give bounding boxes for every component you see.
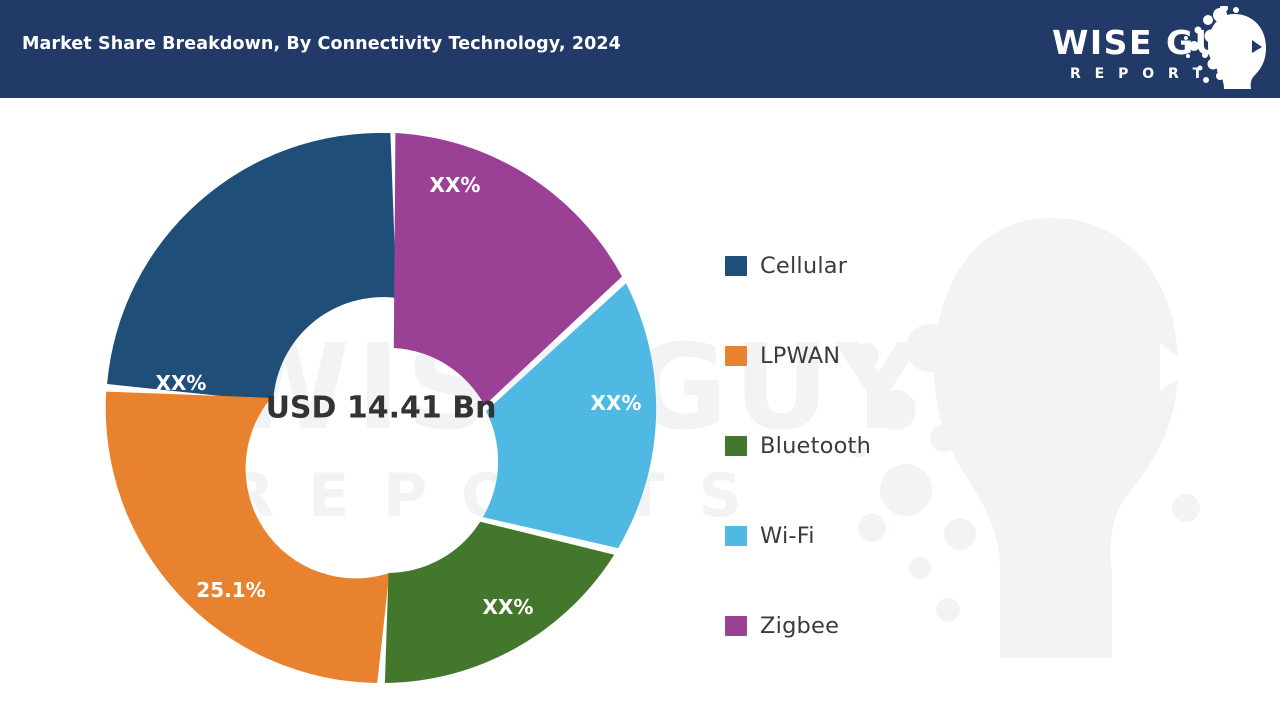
logo-wordmark-secondary: R E P O R T S bbox=[1070, 66, 1231, 82]
legend-item-wifi[interactable]: Wi-Fi bbox=[725, 523, 815, 549]
legend-item-cellular[interactable]: Cellular bbox=[725, 253, 847, 279]
donut-center-total: USD 14.41 Bn bbox=[265, 390, 497, 426]
legend-swatch-bluetooth bbox=[725, 436, 747, 456]
slice-label-cellular: XX% bbox=[155, 371, 207, 395]
slice-lpwan[interactable] bbox=[105, 391, 390, 683]
header-bar: Market Share Breakdown, By Connectivity … bbox=[0, 0, 1280, 98]
logo-dot-cluster bbox=[1184, 6, 1239, 87]
slice-label-zigbee: XX% bbox=[429, 173, 481, 197]
legend-label-cellular: Cellular bbox=[760, 253, 848, 279]
legend-swatch-zigbee bbox=[725, 616, 747, 636]
legend-swatch-lpwan bbox=[725, 346, 747, 366]
slice-wifi[interactable] bbox=[482, 283, 657, 549]
donut-slices bbox=[105, 132, 657, 683]
wiseguy-reports-logo: WISE GUY R E P O R T S bbox=[1052, 6, 1266, 89]
logo-head-silhouette bbox=[1208, 14, 1266, 89]
legend-swatch-wifi bbox=[725, 526, 747, 546]
slice-zigbee[interactable] bbox=[393, 133, 622, 406]
slice-cellular[interactable] bbox=[107, 132, 397, 402]
legend-label-zigbee: Zigbee bbox=[760, 613, 840, 639]
legend-item-lpwan[interactable]: LPWAN bbox=[725, 343, 840, 369]
legend-label-bluetooth: Bluetooth bbox=[760, 433, 872, 459]
slice-label-wifi: XX% bbox=[590, 391, 642, 415]
chart-legend: Cellular LPWAN Bluetooth Wi-Fi Zigbee bbox=[725, 253, 1055, 653]
legend-swatch-cellular bbox=[725, 256, 747, 276]
legend-item-bluetooth[interactable]: Bluetooth bbox=[725, 433, 871, 459]
donut-chart bbox=[105, 132, 657, 683]
slice-label-lpwan: 25.1% bbox=[196, 578, 266, 602]
legend-label-lpwan: LPWAN bbox=[760, 343, 841, 369]
slice-bluetooth[interactable] bbox=[384, 521, 615, 683]
legend-item-zigbee[interactable]: Zigbee bbox=[725, 613, 839, 639]
legend-label-wifi: Wi-Fi bbox=[760, 523, 815, 549]
slice-label-bluetooth: XX% bbox=[482, 595, 534, 619]
page-title: Market Share Breakdown, By Connectivity … bbox=[22, 34, 621, 54]
